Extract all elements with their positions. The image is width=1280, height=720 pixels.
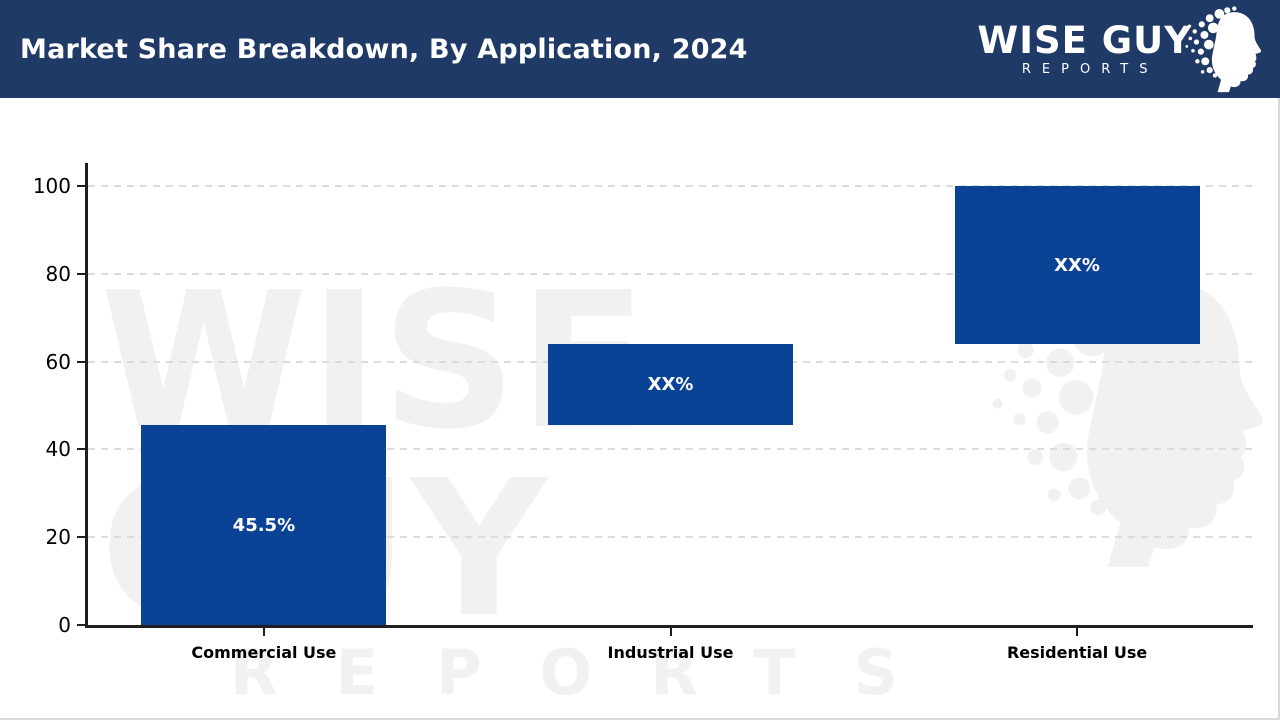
x-tick-label: Commercial Use [191,643,337,662]
plot-area: 0 20 40 60 80 100 Commercial Use Industrial Use… [33,163,1253,662]
bar-segment: XX% [954,186,1200,345]
bar-value-label: 45.5% [232,514,296,536]
gridline [88,185,1253,187]
gridline [88,272,1253,275]
x-axis-spine [85,625,1253,628]
chart-title: Market Share Breakdown, By Application, … [20,33,748,65]
y-tick-label: 60 [45,349,71,374]
y-tick-label: 100 [32,174,71,198]
y-axis-spine [85,163,88,628]
gridline [88,536,1253,539]
logo-wordmark: WISE GUY [977,18,1192,62]
gridline [88,448,1253,451]
x-axis-tick [262,628,265,636]
y-axis-tick [77,536,85,539]
y-tick-label: 40 [45,437,71,462]
chart-area: WISE GUY REPORTS 020406080100Commercial … [0,98,1280,718]
x-axis-tick [1076,628,1079,636]
y-axis-tick [77,448,85,451]
y-axis-tick [77,272,85,275]
y-tick-label: 20 [45,525,71,550]
y-axis-tick [77,185,85,187]
bar-value-label: XX% [1054,254,1100,276]
y-axis-tick [77,624,85,626]
bar-value-label: XX% [647,374,694,396]
bar-segment: XX% [548,344,793,426]
logo-subtitle: REPORTS [1021,61,1159,77]
x-axis-tick [669,628,672,636]
y-tick-label: 80 [45,261,71,286]
x-tick-label: Industrial Use [607,643,734,662]
x-tick-label: Residential Use [1006,643,1148,662]
wise-guy-logo: WISE GUY REPORTS [977,5,1266,93]
dotted-head-icon [1185,6,1262,93]
header-bar: Market Share Breakdown, By Application, … [0,0,1280,98]
logo-text: WISE GUY REPORTS [977,22,1192,77]
y-tick-label: 0 [58,613,71,637]
y-axis-tick [77,360,85,363]
bar-segment: 45.5% [141,425,387,625]
